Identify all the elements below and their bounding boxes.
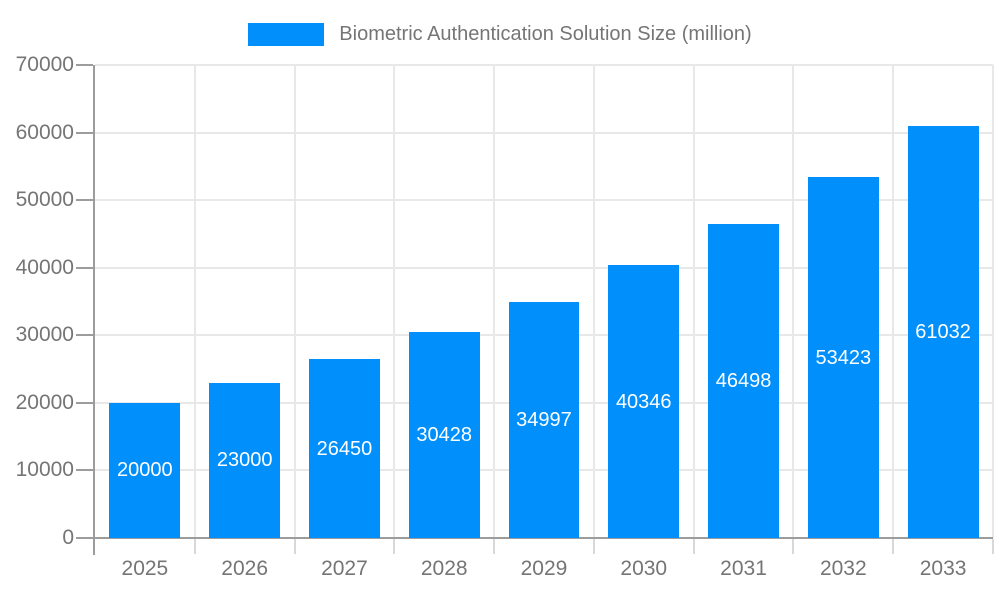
bar-value-label: 20000 xyxy=(117,459,173,482)
v-gridline xyxy=(892,65,895,538)
v-gridline xyxy=(493,65,496,538)
y-axis-tick xyxy=(76,131,93,134)
bar: 53423 xyxy=(807,177,879,538)
v-gridline xyxy=(293,65,296,538)
v-gridline xyxy=(692,65,695,538)
x-axis-tick xyxy=(692,539,695,554)
v-gridline xyxy=(792,65,795,538)
x-axis-tick xyxy=(592,539,595,554)
y-axis-label: 40000 xyxy=(15,255,74,279)
h-gridline xyxy=(95,199,993,202)
bar-value-label: 40346 xyxy=(615,390,672,413)
h-gridline xyxy=(95,64,993,66)
x-axis-tick xyxy=(293,539,296,554)
x-axis-tick xyxy=(393,539,396,554)
bar-value-label: 30428 xyxy=(416,424,473,447)
y-axis-label: 60000 xyxy=(15,120,74,144)
bar: 46498 xyxy=(708,223,779,538)
x-axis-tick xyxy=(493,539,496,554)
bar: 34997 xyxy=(508,301,580,538)
y-axis-tick xyxy=(76,334,93,337)
bar-value-label: 53423 xyxy=(815,346,872,369)
v-gridline xyxy=(592,65,595,538)
x-axis-label: 2025 xyxy=(121,557,169,580)
legend-swatch xyxy=(248,22,325,46)
x-axis-labels: 2025 2026 2027 2028 2029 2030 2031 2032 2033 xyxy=(95,556,993,586)
bar: 20000 xyxy=(109,402,181,538)
bar: 40346 xyxy=(608,265,680,538)
x-axis-label: 2031 xyxy=(720,557,767,580)
x-axis-label: 2029 xyxy=(520,557,568,580)
y-axis-tick xyxy=(76,537,93,539)
legend-label: Biometric Authentication Solution Size (… xyxy=(339,22,752,45)
y-axis-tick xyxy=(76,401,93,404)
x-axis-tick xyxy=(193,539,196,554)
y-axis-tick xyxy=(76,469,93,472)
bar: 23000 xyxy=(209,382,281,538)
y-axis-label: 20000 xyxy=(15,390,74,414)
x-axis-label: 2032 xyxy=(819,557,867,580)
y-axis-label: 70000 xyxy=(15,53,74,76)
bar-value-label: 61032 xyxy=(915,320,971,343)
x-axis-label: 2033 xyxy=(919,557,967,580)
y-axis-line xyxy=(93,65,95,555)
y-axis-label: 0 xyxy=(62,526,74,549)
y-axis-tick xyxy=(76,199,93,202)
v-gridline xyxy=(193,65,196,538)
v-gridline xyxy=(992,65,994,538)
y-axis-label: 50000 xyxy=(15,188,74,212)
plot-area: 20000 23000 26450 30428 34997 40346 46498 53423… xyxy=(76,64,994,555)
bar: 61032 xyxy=(907,125,979,538)
bar-value-label: 23000 xyxy=(216,449,273,472)
x-axis-label: 2027 xyxy=(321,557,368,580)
x-axis-line xyxy=(93,537,993,539)
y-axis-label: 10000 xyxy=(15,458,74,482)
bar-value-label: 34997 xyxy=(516,408,572,431)
x-axis-tick xyxy=(992,539,994,554)
v-gridline xyxy=(393,65,396,538)
h-gridline xyxy=(95,131,993,134)
x-axis-label: 2030 xyxy=(620,557,668,580)
x-axis-tick xyxy=(792,539,795,554)
legend-item[interactable]: Biometric Authentication Solution Size (… xyxy=(0,20,1000,48)
x-axis-label: 2028 xyxy=(420,557,468,580)
x-axis-label: 2026 xyxy=(221,557,268,580)
x-axis-tick xyxy=(892,539,895,554)
y-axis-label: 30000 xyxy=(15,323,74,347)
y-axis-labels: 0 10000 20000 30000 40000 50000 60000 70000 xyxy=(0,53,74,549)
bar: 26450 xyxy=(309,359,380,538)
h-gridline xyxy=(95,266,993,269)
bar: 30428 xyxy=(408,332,480,538)
y-axis-tick xyxy=(76,64,93,66)
y-axis-tick xyxy=(76,266,93,269)
bar-value-label: 46498 xyxy=(715,369,772,392)
bar-value-label: 26450 xyxy=(316,437,373,460)
